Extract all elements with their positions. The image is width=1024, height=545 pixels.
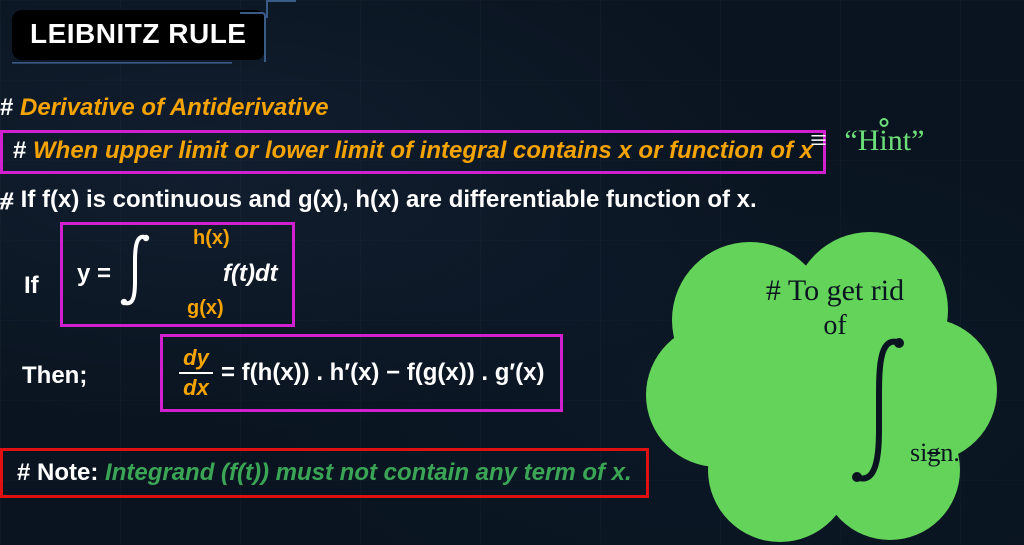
- derivative-rhs: = f(h(x)) . h′(x) − f(g(x)) . g′(x): [221, 359, 544, 387]
- equiv-icon: ≡: [810, 124, 827, 157]
- cloud-integral-icon: [845, 330, 915, 495]
- integral-lhs: y =: [77, 260, 111, 288]
- cloud-line1: # To get rid: [766, 274, 904, 307]
- continuity-text: If f(x) is continuous and g(x), h(x) are…: [21, 186, 757, 213]
- note-body: Integrand (f(t)) must not contain any te…: [105, 459, 632, 486]
- hash-icon: #: [17, 459, 30, 486]
- title-side-rule: [240, 12, 266, 62]
- cloud-annotation: # To get rid of sign.: [640, 220, 1000, 540]
- note-box: # Note: Integrand (f(t)) must not contai…: [0, 448, 649, 498]
- heading-derivative-text: Derivative of Antiderivative: [20, 94, 329, 121]
- continuity-line: ⧣ If f(x) is continuous and g(x), h(x) a…: [0, 186, 757, 214]
- hint-close-quote: ”: [911, 124, 924, 157]
- fraction-numerator: dy: [183, 347, 209, 369]
- hint-h: H: [858, 124, 880, 157]
- if-label: If: [24, 272, 39, 300]
- cloud-sign: sign.: [910, 438, 960, 468]
- hint-nt: nt: [888, 124, 911, 157]
- fraction-dy-dx: dy dx: [179, 347, 213, 399]
- bullet-icon: ⧣: [0, 186, 14, 214]
- integral-icon: [117, 231, 155, 309]
- title-top-rule: [266, 0, 296, 18]
- cloud-sign-post: n.: [940, 438, 960, 467]
- integral-symbol-container: h(x) g(x): [117, 231, 155, 316]
- cloud-icon: [640, 220, 1000, 540]
- derivative-box: dy dx = f(h(x)) . h′(x) − f(g(x)) . g′(x…: [160, 334, 563, 412]
- hash-icon: #: [13, 137, 33, 164]
- fraction-denominator: dx: [183, 377, 209, 399]
- then-label: Then;: [22, 362, 87, 390]
- note-label: Note:: [37, 459, 98, 486]
- heading-derivative: # Derivative of Antiderivative: [0, 94, 329, 122]
- fraction-bar: [179, 372, 213, 374]
- cloud-of: of: [710, 311, 960, 342]
- integral-box: y = h(x) g(x) f(t)dt: [60, 222, 295, 327]
- cloud-sign-g: g: [927, 438, 940, 467]
- hash-icon: #: [0, 94, 20, 121]
- integral-lower-limit: g(x): [187, 297, 224, 320]
- limits-hint-text: When upper limit or lower limit of integ…: [33, 137, 813, 164]
- cloud-text: # To get rid of: [710, 274, 960, 342]
- limits-row: # When upper limit or lower limit of int…: [0, 130, 826, 174]
- hint-i: i: [879, 124, 887, 157]
- title-underline: [12, 62, 232, 64]
- integral-upper-limit: h(x): [193, 227, 230, 250]
- limits-hint-box: # When upper limit or lower limit of int…: [0, 130, 826, 174]
- cloud-sign-pre: si: [910, 438, 927, 467]
- page-title: LEIBNITZ RULE: [12, 10, 265, 60]
- hint-annotation: ≡ “Hint”: [810, 124, 924, 158]
- integral-integrand: f(t)dt: [223, 260, 278, 288]
- hint-open-quote: “: [844, 124, 857, 157]
